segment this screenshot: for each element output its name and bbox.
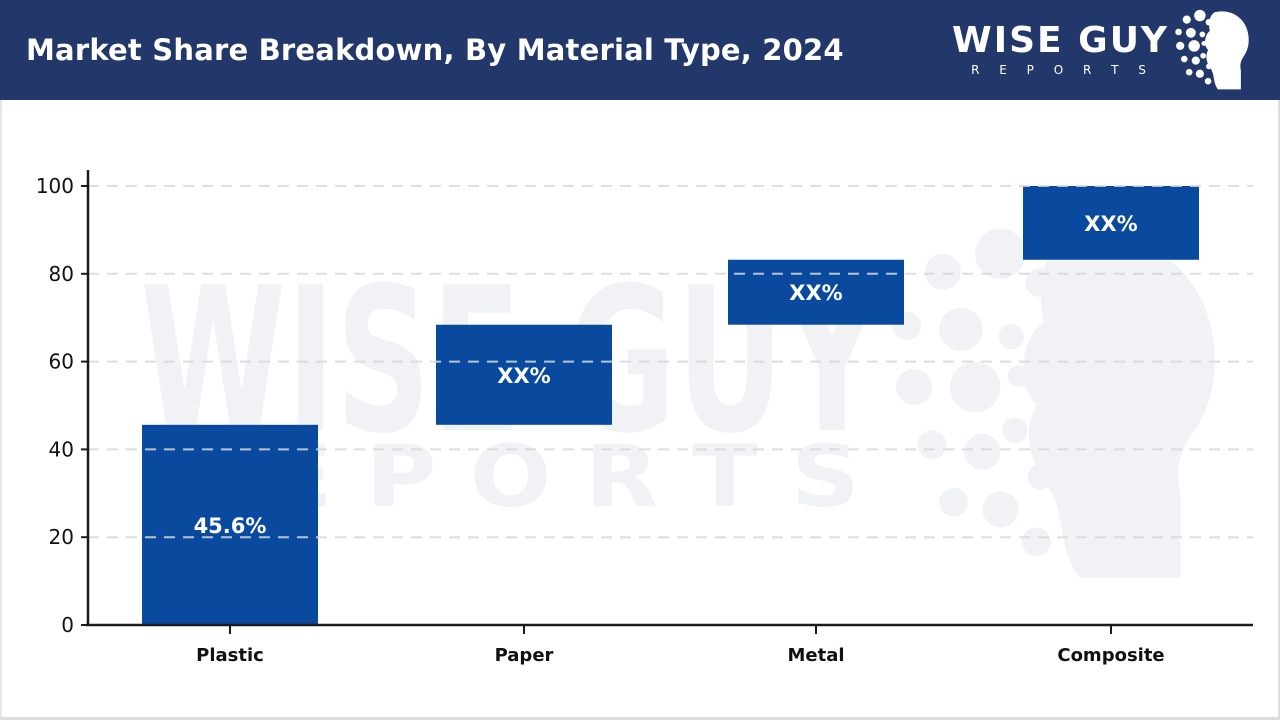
brand-head-icon — [1175, 9, 1249, 90]
y-tick-label: 20 — [49, 525, 74, 549]
bar-value-label: 45.6% — [194, 514, 267, 538]
x-tick-label-paper: Paper — [495, 645, 554, 666]
brand-logo: WISE GUY R E P O R T S — [952, 7, 1254, 93]
y-tick-label: 100 — [36, 174, 74, 198]
bar-value-label: XX% — [497, 364, 550, 388]
brand-logo-text: WISE GUY R E P O R T S — [951, 20, 1169, 78]
bar-composite — [1023, 186, 1199, 260]
y-tick-label: 40 — [49, 437, 74, 461]
page-title: Market Share Breakdown, By Material Type… — [26, 33, 844, 67]
x-tick-label-plastic: Plastic — [196, 645, 264, 666]
bar-paper — [436, 324, 612, 425]
y-tick-label: 0 — [61, 613, 74, 637]
x-tick-label-composite: Composite — [1057, 645, 1164, 666]
y-tick-label: 80 — [49, 262, 74, 286]
y-tick-label: 60 — [49, 350, 74, 374]
bar-value-label: XX% — [789, 281, 842, 305]
bar-value-label: XX% — [1084, 212, 1137, 236]
header-bar: Market Share Breakdown, By Material Type… — [0, 0, 1280, 100]
bar-metal — [728, 259, 904, 325]
brand-subtitle: R E P O R T S — [971, 63, 1154, 77]
bar-plastic — [142, 424, 318, 625]
x-tick-label-metal: Metal — [787, 645, 844, 666]
brand-name: WISE GUY — [951, 20, 1169, 61]
